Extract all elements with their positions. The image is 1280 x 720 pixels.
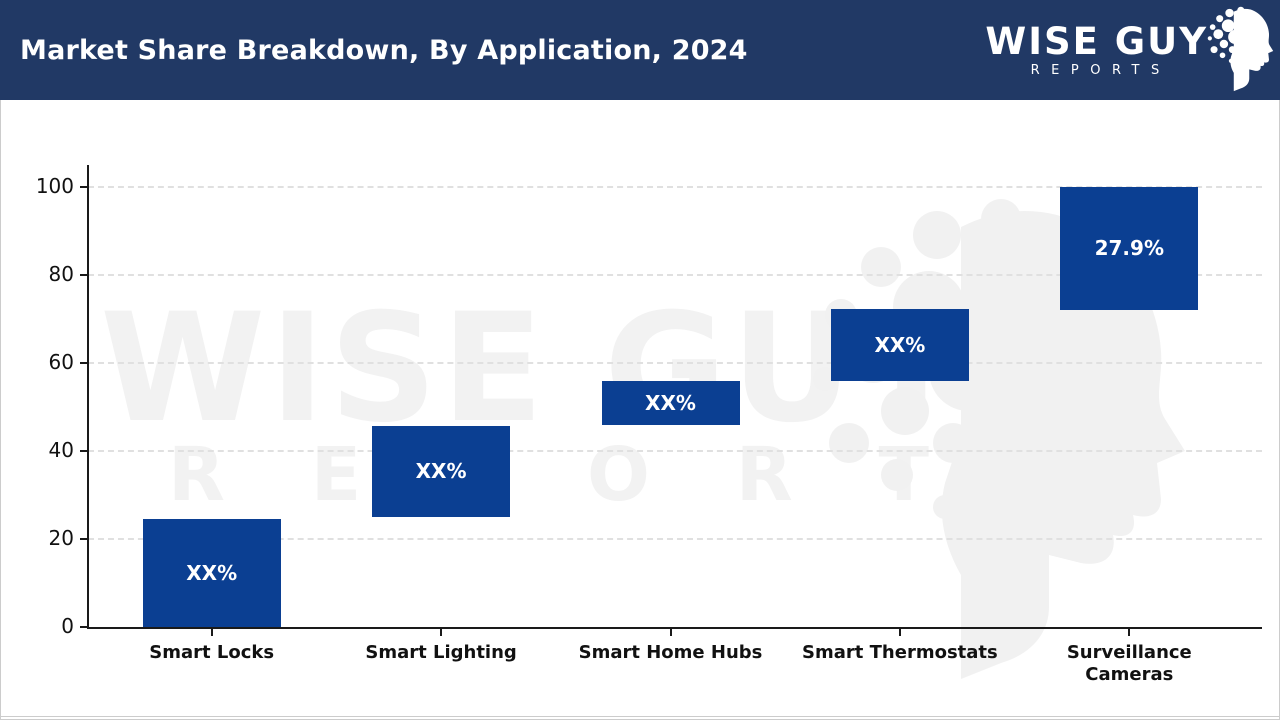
x-tickmark xyxy=(440,629,443,636)
category-label-line: Smart Lighting xyxy=(365,642,517,663)
category-label-line: Smart Home Hubs xyxy=(578,642,763,663)
category-label-smart-thermostats: Smart Thermostats xyxy=(785,642,1015,664)
category-label-line: Smart Thermostats xyxy=(802,642,998,663)
bar-value-label: 27.9% xyxy=(1094,236,1164,261)
bar-smart-thermostats: XX% xyxy=(830,308,969,382)
gridline-100 xyxy=(88,186,1262,188)
y-tick-label: 0 xyxy=(61,614,74,638)
y-tickmark xyxy=(80,274,88,276)
category-label-smart-locks: Smart Locks xyxy=(97,642,327,664)
y-tick-label: 60 xyxy=(48,350,74,374)
x-tickmark xyxy=(669,629,672,636)
logo: WISE GUY REPORTS xyxy=(985,6,1280,94)
bar-smart-locks: XX% xyxy=(142,519,281,627)
bar-value-label: XX% xyxy=(645,391,696,416)
logo-reports-text: REPORTS xyxy=(1030,63,1171,78)
category-label-line: Cameras xyxy=(1085,663,1174,685)
y-tickmark xyxy=(80,626,88,628)
watermark-reports-text: R E P O R T S xyxy=(168,432,1099,518)
y-tick-label: 80 xyxy=(48,262,74,286)
y-tickmark xyxy=(80,186,88,188)
logo-wordmark: WISE GUY REPORTS xyxy=(985,23,1208,77)
y-tick-label: 40 xyxy=(48,438,74,462)
x-tickmark xyxy=(898,629,901,636)
category-label-smart-lighting: Smart Lighting xyxy=(326,642,556,664)
y-axis xyxy=(87,165,89,629)
logo-name-text: WISE GUY xyxy=(985,20,1208,63)
y-tickmark xyxy=(80,450,88,452)
bar-surveillance-cameras: 27.9% xyxy=(1060,187,1199,310)
bar-smart-lighting: XX% xyxy=(372,425,511,517)
page-title: Market Share Breakdown, By Application, … xyxy=(20,34,748,66)
bar-value-label: XX% xyxy=(874,332,926,357)
category-label-line: Smart Locks xyxy=(149,642,275,663)
category-label-line: Surveillance xyxy=(1066,642,1192,663)
x-axis xyxy=(87,627,1262,629)
y-tickmark xyxy=(80,362,88,364)
category-label-surveillance-cameras: Surveillance Cameras xyxy=(1014,642,1244,685)
y-tick-label: 100 xyxy=(35,174,74,198)
bar-smart-home-hubs: XX% xyxy=(601,381,740,426)
page-bottom-rule xyxy=(0,716,1280,717)
category-label-smart-home-hubs: Smart Home Hubs xyxy=(556,642,786,664)
y-tick-label: 20 xyxy=(48,526,74,550)
gridline-80 xyxy=(88,274,1262,276)
gridline-20 xyxy=(88,538,1262,540)
gridline-60 xyxy=(88,362,1262,364)
bar-value-label: XX% xyxy=(415,459,467,484)
header-bar: Market Share Breakdown, By Application, … xyxy=(0,0,1280,100)
gridline-40 xyxy=(88,450,1262,452)
bar-value-label: XX% xyxy=(186,561,238,586)
x-tickmark xyxy=(210,629,213,636)
x-tickmark xyxy=(1128,629,1131,636)
y-tickmark xyxy=(80,538,88,540)
